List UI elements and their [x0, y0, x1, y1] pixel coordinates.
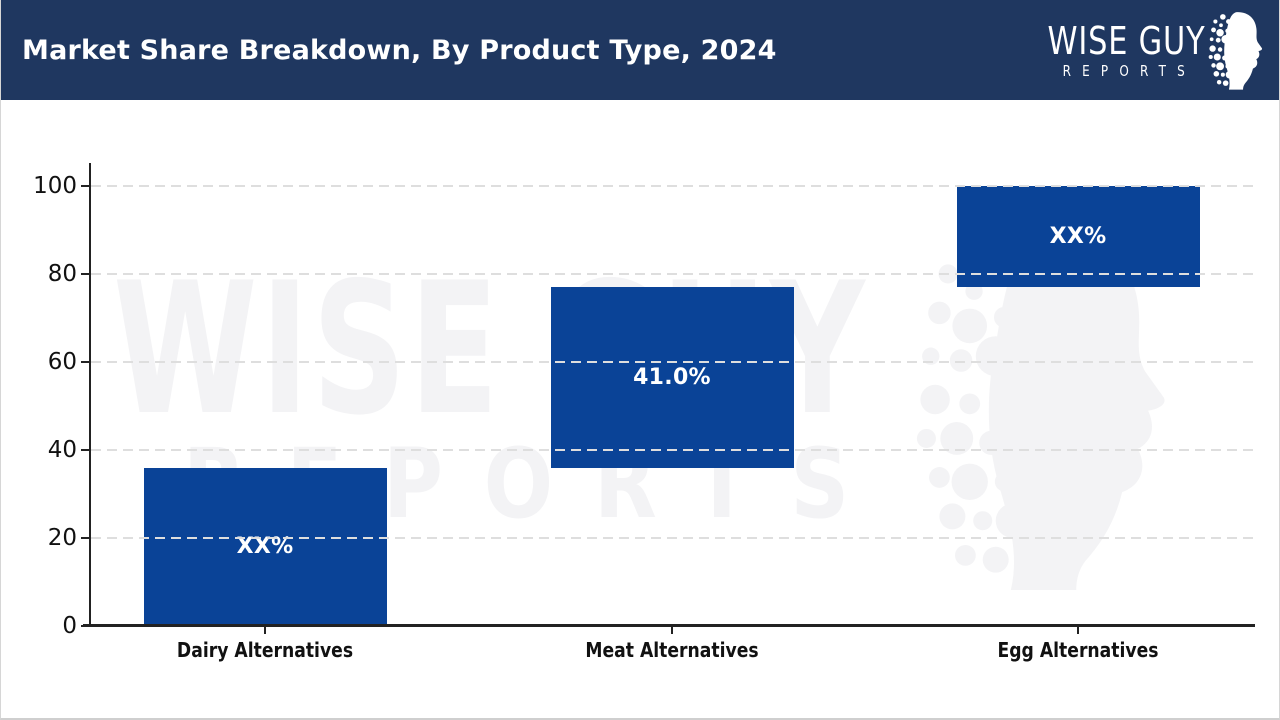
x-tick-mark-1: [671, 627, 673, 634]
bar-value-label: 41.0%: [633, 364, 711, 390]
brand-name: WISE GUY: [1047, 18, 1205, 63]
category-label-0: Dairy Alternatives: [176, 638, 354, 662]
gridline-40: [91, 449, 1257, 451]
y-tick-mark-100: [81, 185, 90, 187]
y-tick-mark-80: [81, 273, 90, 275]
header-bar: Market Share Breakdown, By Product Type,…: [1, 0, 1279, 100]
category-label-1: Meat Alternatives: [585, 638, 759, 662]
y-tick-label-100: 100: [33, 173, 77, 199]
gridline-80: [91, 273, 1257, 275]
brand-face-icon: [1208, 12, 1263, 90]
y-tick-label-20: 20: [47, 525, 77, 551]
x-axis-line: [83, 624, 1255, 627]
bar-value-label: XX%: [1049, 224, 1107, 250]
y-tick-mark-20: [81, 537, 90, 539]
gridline-20: [91, 537, 1257, 539]
x-tick-mark-0: [264, 627, 266, 634]
y-tick-mark-60: [81, 361, 90, 363]
brand-logo-text: WISE GUY REPORTS: [1047, 22, 1205, 79]
y-tick-label-0: 0: [62, 613, 77, 639]
y-tick-label-80: 80: [47, 261, 77, 287]
y-tick-mark-40: [81, 449, 90, 451]
brand-logo: WISE GUY REPORTS: [1008, 0, 1263, 100]
category-label-2: Egg Alternatives: [997, 638, 1159, 662]
y-tick-mark-0: [81, 625, 90, 627]
brand-subtitle: REPORTS: [1062, 61, 1196, 80]
bar-egg-alternatives: XX%: [956, 186, 1200, 288]
gridline-100: [91, 185, 1257, 187]
y-axis-line: [89, 163, 91, 627]
page-title: Market Share Breakdown, By Product Type,…: [22, 34, 777, 66]
y-tick-label-60: 60: [47, 349, 77, 375]
bar-meat-alternatives: 41.0%: [550, 287, 794, 468]
y-tick-label-40: 40: [47, 437, 77, 463]
x-tick-mark-2: [1077, 627, 1079, 634]
gridline-60: [91, 361, 1257, 363]
bar-dairy-alternatives: XX%: [143, 467, 387, 626]
